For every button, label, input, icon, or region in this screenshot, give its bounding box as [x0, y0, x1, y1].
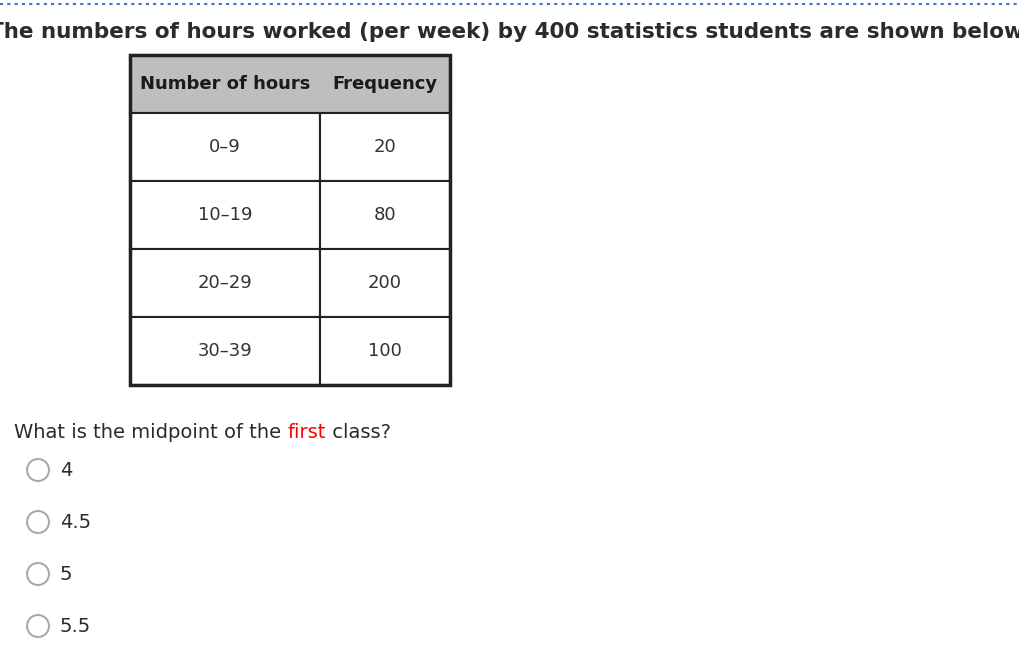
Bar [130, 317, 320, 385]
Text: 5.5: 5.5 [60, 616, 92, 635]
Text: 4.5: 4.5 [60, 513, 91, 532]
Text: 20–29: 20–29 [198, 274, 253, 292]
Bar [320, 113, 450, 181]
Text: 10–19: 10–19 [198, 206, 253, 224]
Text: 200: 200 [368, 274, 403, 292]
Text: 30–39: 30–39 [198, 342, 253, 360]
Bar [130, 55, 450, 385]
Text: 20: 20 [374, 138, 396, 156]
Bar [320, 249, 450, 317]
Bar [320, 181, 450, 249]
Text: first: first [287, 422, 326, 441]
Text: Frequency: Frequency [332, 75, 437, 93]
Text: What is the midpoint of the: What is the midpoint of the [14, 422, 287, 441]
Text: 80: 80 [374, 206, 396, 224]
Text: The numbers of hours worked (per week) by 400 statistics students are shown belo: The numbers of hours worked (per week) b… [0, 22, 1019, 42]
Text: class?: class? [326, 422, 390, 441]
Text: 0–9: 0–9 [209, 138, 240, 156]
Text: 5: 5 [60, 564, 72, 584]
Text: 4: 4 [60, 460, 72, 479]
Bar [320, 317, 450, 385]
Bar [130, 249, 320, 317]
Text: Number of hours: Number of hours [140, 75, 310, 93]
Bar [130, 113, 320, 181]
Bar [130, 55, 450, 113]
Bar [130, 181, 320, 249]
Text: 100: 100 [368, 342, 401, 360]
